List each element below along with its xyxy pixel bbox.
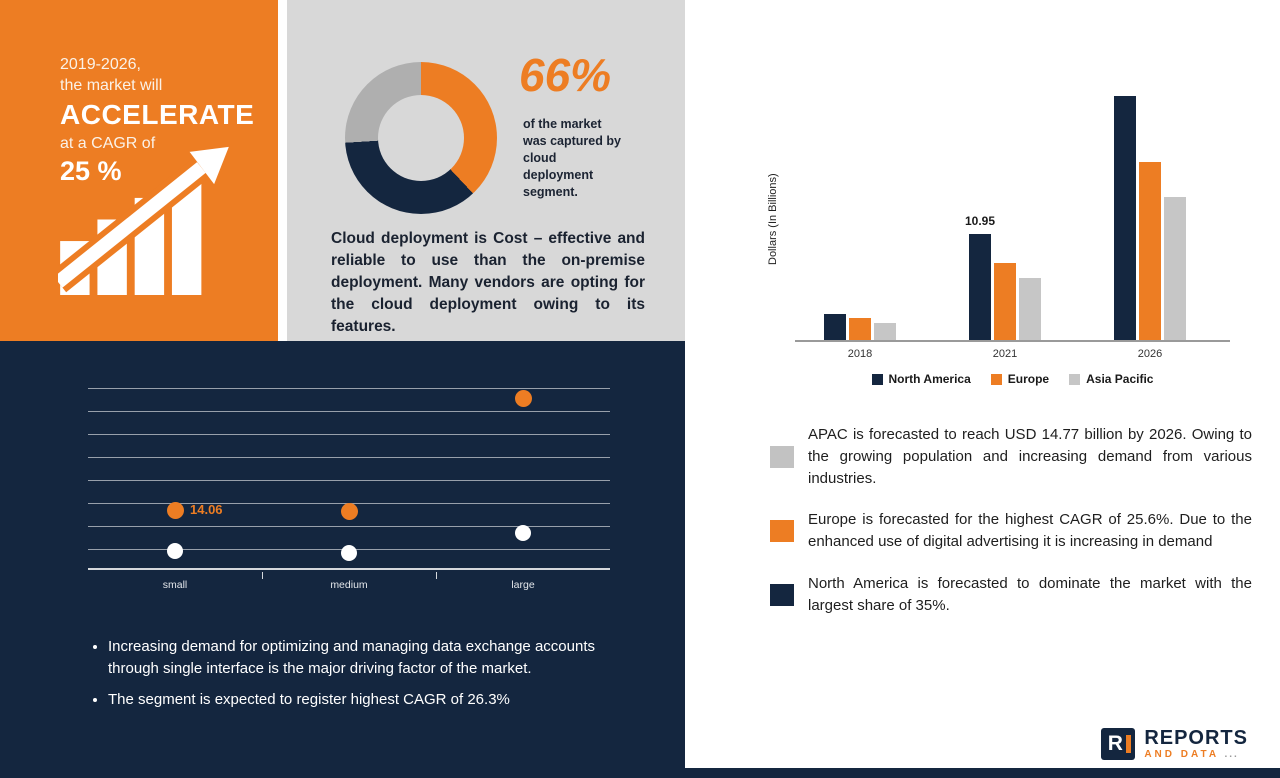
- period-text: 2019-2026,: [60, 56, 141, 73]
- year-label-2021: 2021: [992, 348, 1018, 360]
- logo-accent: [1126, 735, 1132, 753]
- logo-reports-text: REPORTS: [1144, 727, 1248, 749]
- axis-tick: [262, 572, 263, 579]
- legend-label-asia-pacific: Asia Pacific: [1086, 372, 1154, 386]
- gridline: [88, 434, 610, 435]
- logo-anddata-row: AND DATA ...: [1144, 749, 1248, 760]
- legend-swatch-europe: [990, 373, 1002, 385]
- insight-text-europe: Europe is forecasted for the highest CAG…: [808, 511, 1252, 550]
- gridline: [88, 526, 610, 527]
- orange-series-dot-large: [514, 390, 532, 408]
- bar-europe-2021: [994, 263, 1016, 340]
- year-label-2018: 2018: [847, 348, 873, 360]
- insight-text-apac: APAC is forecasted to reach USD 14.77 bi…: [808, 426, 1252, 487]
- market-will-text: the market will: [60, 77, 163, 95]
- legend-item-europe: Europe: [990, 372, 1050, 386]
- donut-chart: [345, 62, 497, 214]
- bar-asia-pacific-2026: [1164, 197, 1186, 340]
- bar-asia-pacific-2021: [1019, 278, 1041, 340]
- orange-series-dot-medium: [340, 502, 358, 520]
- logo-anddata-text: AND DATA: [1144, 749, 1219, 760]
- bullet-item-cagr: The segment is expected to register high…: [108, 689, 620, 711]
- insight-row-north-america: North America is forecasted to dominate …: [770, 573, 1252, 617]
- bottom-bar: [0, 768, 1280, 778]
- highlight-panel: 2019-2026, the market will ACCELERATE at…: [0, 0, 278, 341]
- europe-marker: [770, 520, 794, 542]
- legend-swatch-asia-pacific: [1069, 373, 1081, 385]
- dot-plot-panel: 14.06 small medium large Increasing dema…: [0, 341, 685, 778]
- insight-text-north-america: North America is forecasted to dominate …: [808, 574, 1252, 614]
- insight-row-apac: APAC is forecasted to reach USD 14.77 bi…: [770, 424, 1252, 489]
- category-label-small: small: [162, 579, 188, 591]
- chart-legend: North America Europe Asia Pacific: [795, 372, 1230, 386]
- bar-north-america-2026: [1114, 96, 1136, 340]
- dot-plot: 14.06 small medium large: [88, 383, 610, 591]
- legend-label-europe: Europe: [1007, 372, 1050, 386]
- cloud-deployment-paragraph: Cloud deployment is Cost – effective and…: [331, 230, 645, 335]
- axis-tick: [436, 572, 437, 579]
- cagr-label: at a CAGR of: [60, 135, 156, 153]
- logo-letter: R: [1107, 732, 1123, 755]
- legend-item-north-america: North America: [871, 372, 971, 386]
- bar-europe-2026: [1139, 162, 1161, 340]
- category-label-medium: medium: [330, 579, 368, 591]
- donut-percentage: 66%: [519, 49, 612, 101]
- bar-value-label: 10.95: [964, 214, 996, 228]
- bar-north-america-2021: [969, 234, 991, 340]
- white-series-dot-medium: [341, 545, 357, 561]
- gridline: [88, 388, 610, 389]
- apac-marker: [770, 445, 794, 468]
- logo-icon: R: [1101, 728, 1136, 760]
- white-series-dot-small: [167, 542, 183, 559]
- donut-caption: of the market was captured by cloud depl…: [523, 117, 621, 199]
- reports-and-data-logo: R REPORTS AND DATA ...: [1101, 728, 1248, 760]
- gridline: [88, 480, 610, 481]
- legend-item-asia-pacific: Asia Pacific: [1069, 372, 1153, 386]
- bar-group-2021: [969, 234, 1041, 340]
- logo-dots: ...: [1224, 749, 1239, 760]
- y-axis-label: Dollars (In Billions): [767, 173, 779, 265]
- orange-series-dot-small: [166, 501, 184, 519]
- bar-north-america-2018: [824, 314, 846, 340]
- legend-swatch-north-america: [871, 373, 883, 385]
- insight-row-europe: Europe is forecasted for the highest CAG…: [770, 509, 1252, 553]
- regional-bar-chart: 10.95 2018 2021 2026: [795, 92, 1230, 360]
- insights-list: APAC is forecasted to reach USD 14.77 bi…: [770, 424, 1252, 636]
- key-points-list: Increasing demand for optimizing and man…: [90, 636, 620, 721]
- gridline: [88, 457, 610, 458]
- north-america-marker: [770, 583, 794, 606]
- white-series-dot-large: [515, 525, 531, 542]
- growth-arrow-icon: [58, 146, 229, 295]
- logo-text: REPORTS AND DATA ...: [1144, 727, 1248, 761]
- highlight-text-block: 2019-2026, the market will ACCELERATE at…: [60, 54, 254, 187]
- year-label-2026: 2026: [1137, 348, 1163, 360]
- accelerate-text: ACCELERATE: [60, 99, 255, 131]
- bar-group-2026: [1114, 96, 1186, 340]
- bar-asia-pacific-2018: [874, 323, 896, 340]
- bullet-item-driver: Increasing demand for optimizing and man…: [108, 636, 620, 680]
- cagr-value: 25 %: [60, 156, 122, 187]
- category-label-large: large: [511, 579, 535, 591]
- bar-europe-2018: [849, 318, 871, 340]
- legend-label-north-america: North America: [888, 372, 971, 386]
- bar-group-2018: [824, 314, 896, 340]
- gridline: [88, 411, 610, 412]
- regional-panel: Dollars (In Billions) 10.95 2018 2021 20…: [685, 0, 1280, 768]
- dot-value-label: 14.06: [190, 502, 223, 517]
- donut-panel: 66% of the market was captured by cloud …: [287, 0, 685, 341]
